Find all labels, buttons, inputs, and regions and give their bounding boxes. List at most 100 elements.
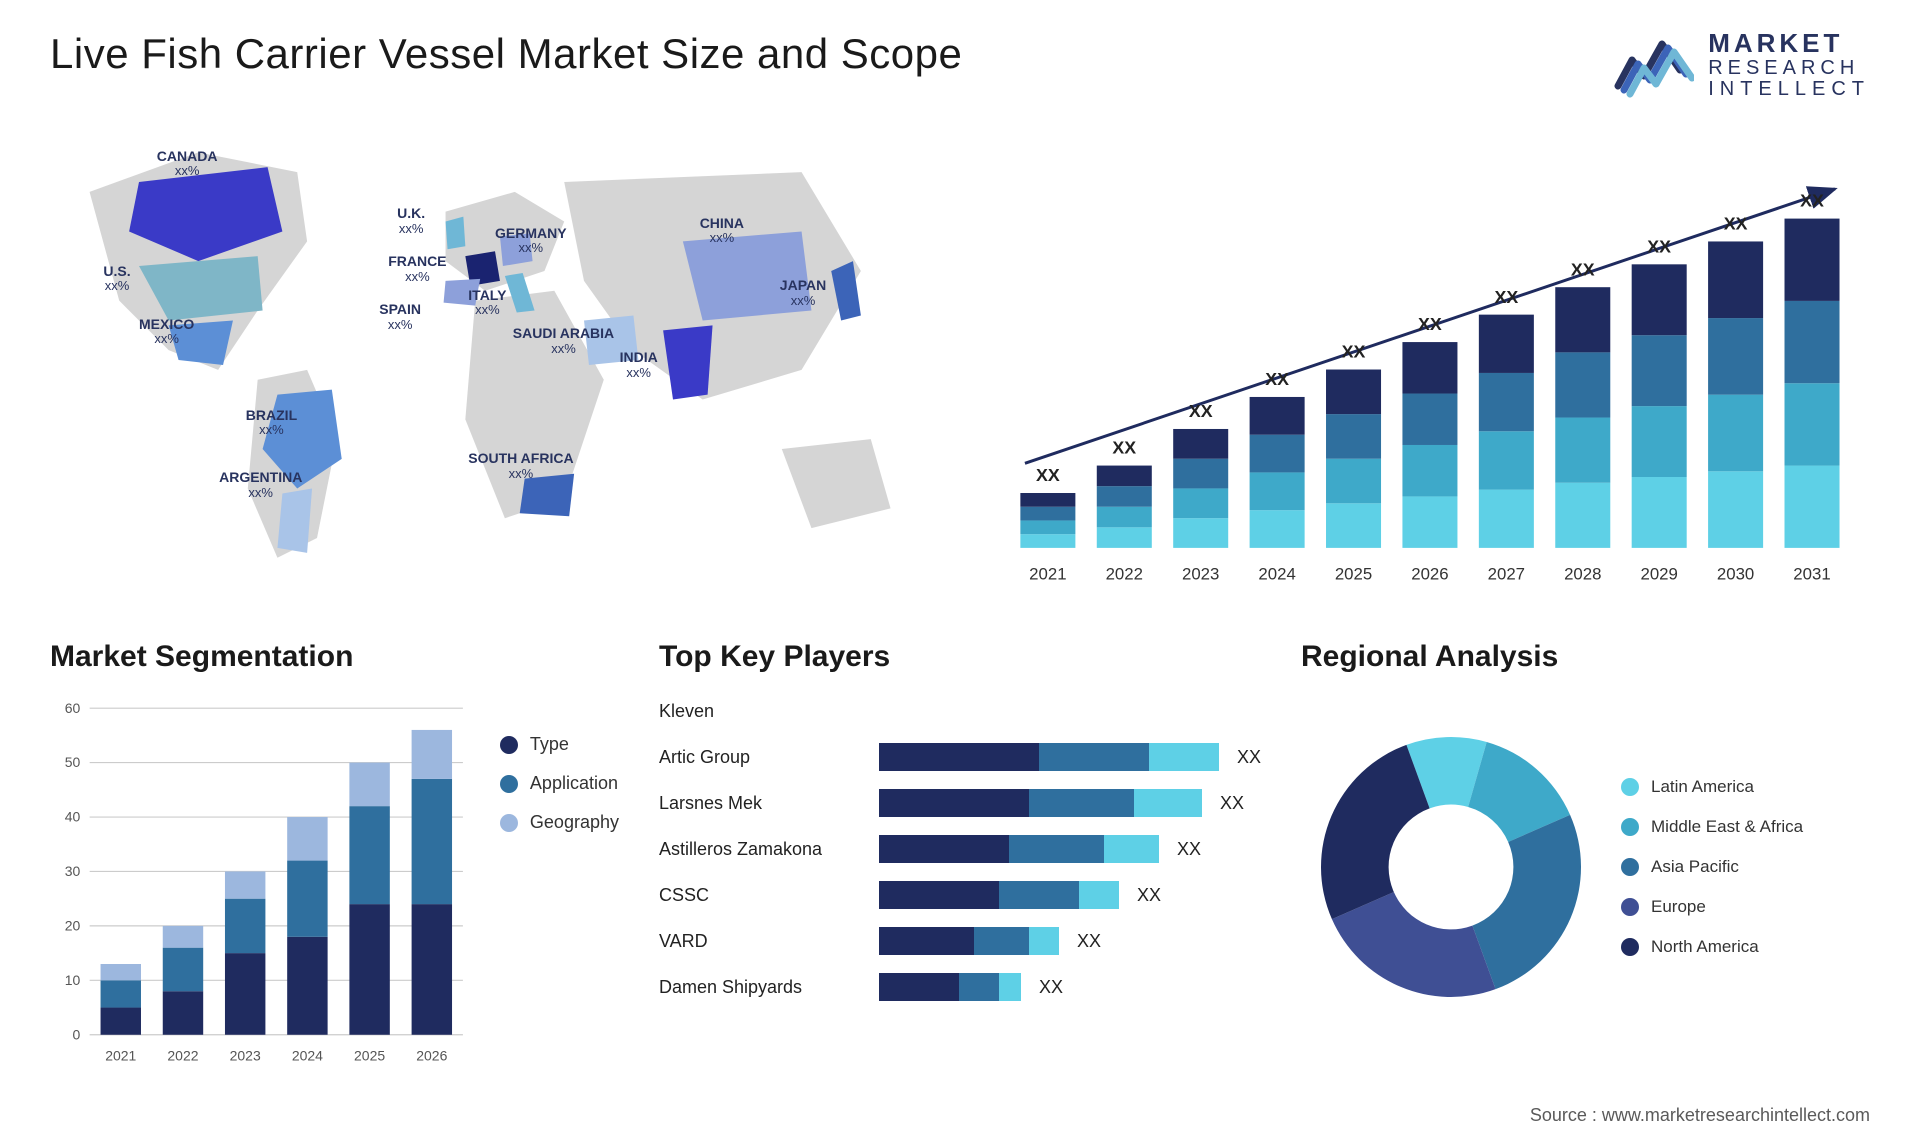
segmentation-legend-item: Application	[500, 773, 619, 794]
player-bar-segment	[1104, 835, 1159, 863]
player-bar	[879, 743, 1219, 771]
segmentation-legend-item: Geography	[500, 812, 619, 833]
brand-text: MARKET RESEARCH INTELLECT	[1708, 30, 1870, 99]
svg-text:10: 10	[65, 972, 81, 988]
svg-text:0: 0	[73, 1026, 81, 1042]
segmentation-bar-chart: 0 10 20 30 40 50 60 2021 2022 2023 2024 2025 2026	[50, 694, 470, 1072]
player-value-label: XX	[1039, 977, 1063, 998]
player-bar-row: XX	[879, 786, 1261, 820]
svg-text:2023: 2023	[1182, 565, 1219, 584]
svg-text:30: 30	[65, 863, 81, 879]
player-name: VARD	[659, 924, 859, 958]
bottom-row: Market Segmentation 01020304050602021202…	[50, 640, 1870, 1040]
player-bar-segment	[879, 973, 959, 1001]
svg-text:XX: XX	[1418, 314, 1442, 334]
player-bar-row: XX	[879, 970, 1261, 1004]
player-bar	[879, 927, 1059, 955]
regional-donut	[1301, 717, 1601, 1017]
world-map-panel: CANADAxx%U.S.xx%MEXICOxx%BRAZILxx%ARGENT…	[50, 120, 940, 600]
svg-text:XX: XX	[1112, 438, 1136, 458]
svg-text:50: 50	[65, 754, 81, 770]
growth-chart-panel: XX 2021 XX 2022 XX 2023 XX 2024 XX 2025 XX 2026 XX 20…	[980, 120, 1870, 600]
player-bar-row: XX	[879, 924, 1261, 958]
source-label: Source : www.marketresearchintellect.com	[1530, 1105, 1870, 1126]
player-bar-segment	[1009, 835, 1104, 863]
segmentation-legend-item: Type	[500, 734, 619, 755]
player-bar-segment	[959, 973, 999, 1001]
svg-text:2029: 2029	[1640, 565, 1677, 584]
svg-text:2021: 2021	[1029, 565, 1066, 584]
player-name: Astilleros Zamakona	[659, 832, 859, 866]
player-name: Kleven	[659, 694, 859, 728]
world-map-icon	[50, 120, 940, 600]
segmentation-chart: 0 10 20 30 40 50 60 2021 2022 2023 2024 2025 2026	[50, 694, 470, 1072]
brand-line-2: RESEARCH	[1708, 58, 1870, 79]
player-bar-row: XX	[879, 878, 1261, 912]
key-players-section: Top Key Players KlevenArtic GroupLarsnes…	[659, 640, 1261, 1040]
svg-text:XX: XX	[1189, 401, 1213, 421]
donut-chart	[1301, 717, 1601, 1017]
svg-text:2024: 2024	[292, 1047, 323, 1063]
player-bar-segment	[1029, 927, 1059, 955]
player-value-label: XX	[1077, 931, 1101, 952]
segmentation-title: Market Segmentation	[50, 640, 619, 674]
svg-text:40: 40	[65, 809, 81, 825]
svg-text:XX: XX	[1494, 287, 1518, 307]
player-bar-segment	[1149, 743, 1219, 771]
regional-legend-item: Latin America	[1621, 777, 1803, 797]
brand-logo: MARKET RESEARCH INTELLECT	[1614, 30, 1870, 100]
player-bar	[879, 881, 1119, 909]
player-name: CSSC	[659, 878, 859, 912]
svg-text:2028: 2028	[1564, 565, 1601, 584]
growth-bar-chart: XX 2021 XX 2022 XX 2023 XX 2024 XX 2025 XX 2026 XX 20…	[980, 120, 1870, 600]
page-title: Live Fish Carrier Vessel Market Size and…	[50, 30, 962, 78]
brand-line-3: INTELLECT	[1708, 79, 1870, 100]
svg-text:2030: 2030	[1717, 565, 1754, 584]
brand-mark-icon	[1614, 30, 1694, 100]
svg-text:2026: 2026	[1411, 565, 1448, 584]
player-bar	[879, 973, 1021, 1001]
svg-text:2022: 2022	[1106, 565, 1143, 584]
player-bar-segment	[879, 789, 1029, 817]
svg-text:2022: 2022	[167, 1047, 198, 1063]
svg-text:2024: 2024	[1258, 565, 1295, 584]
svg-text:20: 20	[65, 918, 81, 934]
svg-text:XX: XX	[1036, 465, 1060, 485]
svg-text:2031: 2031	[1793, 565, 1830, 584]
regional-legend-item: North America	[1621, 937, 1803, 957]
player-bar-segment	[879, 927, 974, 955]
player-bar-row: XX	[879, 740, 1261, 774]
player-name: Larsnes Mek	[659, 786, 859, 820]
brand-line-1: MARKET	[1708, 30, 1870, 57]
svg-text:XX: XX	[1265, 369, 1289, 389]
player-name: Damen Shipyards	[659, 970, 859, 1004]
svg-text:2026: 2026	[416, 1047, 447, 1063]
regional-section: Regional Analysis Latin AmericaMiddle Ea…	[1301, 640, 1870, 1040]
svg-text:XX: XX	[1647, 236, 1671, 256]
svg-text:2025: 2025	[354, 1047, 385, 1063]
segmentation-section: Market Segmentation 01020304050602021202…	[50, 640, 619, 1040]
player-value-label: XX	[1137, 885, 1161, 906]
regional-legend: Latin America Middle East & Africa Asia Pa…	[1621, 777, 1803, 957]
regional-legend-item: Asia Pacific	[1621, 857, 1803, 877]
player-bar-segment	[879, 881, 999, 909]
svg-text:2023: 2023	[230, 1047, 261, 1063]
player-bar-segment	[974, 927, 1029, 955]
regional-legend-item: Middle East & Africa	[1621, 817, 1803, 837]
player-bar-segment	[1029, 789, 1134, 817]
svg-text:XX: XX	[1342, 342, 1366, 362]
player-bar-row	[879, 694, 1261, 728]
svg-text:2025: 2025	[1335, 565, 1372, 584]
svg-text:2027: 2027	[1488, 565, 1525, 584]
svg-text:2021: 2021	[105, 1047, 136, 1063]
key-players-names: Kleven Artic Group Larsnes Mek Astilleros Z…	[659, 694, 859, 1040]
svg-text:60: 60	[65, 700, 81, 716]
player-name: Artic Group	[659, 740, 859, 774]
player-bar	[879, 835, 1159, 863]
player-value-label: XX	[1177, 839, 1201, 860]
player-bar-segment	[1134, 789, 1202, 817]
player-value-label: XX	[1220, 793, 1244, 814]
svg-text:XX: XX	[1724, 214, 1748, 234]
top-row: CANADAxx%U.S.xx%MEXICOxx%BRAZILxx%ARGENT…	[50, 120, 1870, 600]
player-bar-segment	[999, 881, 1079, 909]
